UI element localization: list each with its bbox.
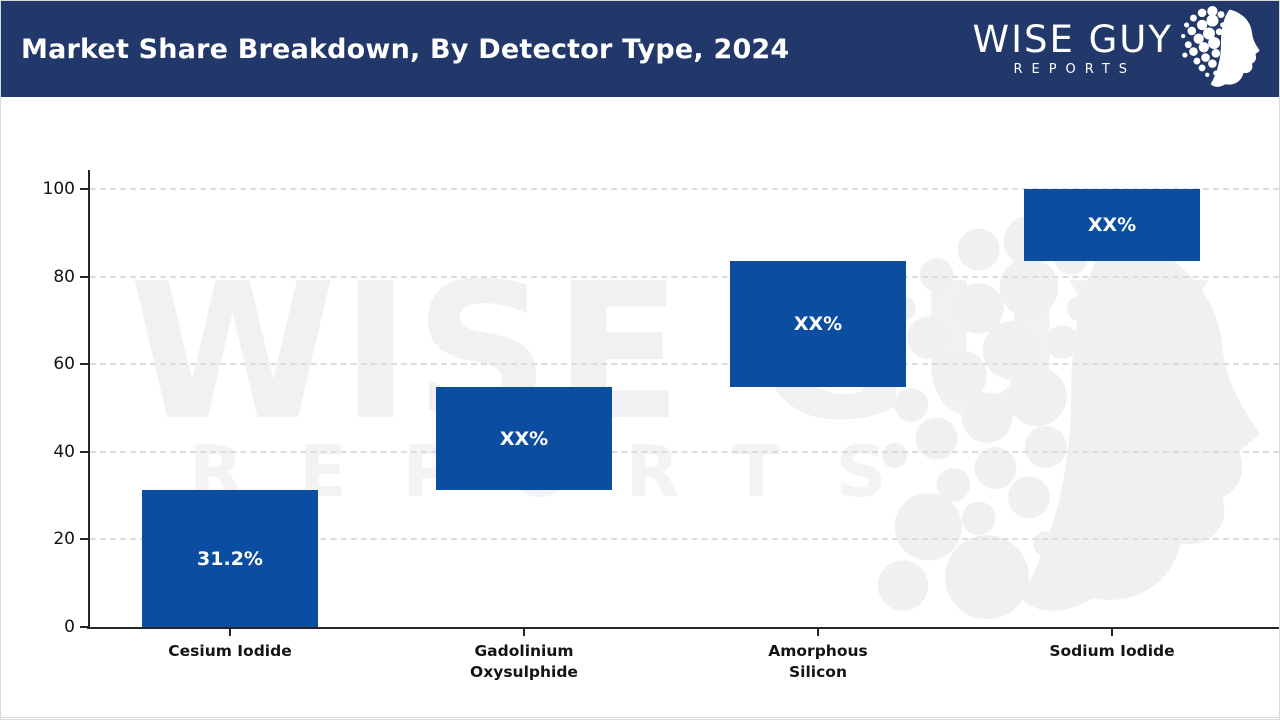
bar-value-label: XX% <box>1087 214 1137 237</box>
y-tick-label: 40 <box>53 441 75 462</box>
x-tick <box>523 629 525 636</box>
logo-wordmark: WISE GUY <box>972 18 1173 61</box>
x-category-label: Amorphous Silicon <box>768 642 868 681</box>
y-tick-label: 80 <box>53 266 75 287</box>
bar-value-label: XX% <box>793 313 843 336</box>
bar-value-label: XX% <box>499 427 549 450</box>
bar-segment: XX% <box>730 261 906 387</box>
x-category-label: Cesium Iodide <box>168 642 292 660</box>
y-tick-label: 100 <box>42 179 75 199</box>
header: Market Share Breakdown, By Detector Type… <box>1 1 1279 97</box>
y-axis-line <box>88 170 90 629</box>
bar-value-label: 31.2% <box>197 547 263 570</box>
gridline <box>90 450 1279 453</box>
watermark-head-icon <box>875 216 1260 620</box>
logo-text: WISE GUY REPORTS <box>973 21 1173 77</box>
gridline <box>90 538 1279 541</box>
y-tick-label: 0 <box>64 617 75 637</box>
x-tick <box>1111 629 1113 636</box>
x-axis-line <box>87 627 1279 629</box>
brand-logo: WISE GUY REPORTS <box>973 6 1267 92</box>
footer-divider <box>1 717 1279 718</box>
y-tick <box>80 450 88 453</box>
y-tick <box>80 275 88 278</box>
bar-segment: XX% <box>1024 189 1200 262</box>
x-tick <box>817 629 819 636</box>
logo-subtext: REPORTS <box>1013 62 1137 77</box>
gridline <box>90 275 1279 278</box>
y-tick <box>80 188 88 190</box>
gridline <box>90 188 1279 190</box>
bar-segment: XX% <box>436 386 612 491</box>
logo-head-icon <box>1181 6 1260 87</box>
x-category-label: Gadolinium Oxysulphide <box>470 642 578 681</box>
x-category-label: Sodium Iodide <box>1049 642 1175 660</box>
y-tick <box>80 626 88 628</box>
gridline <box>90 363 1279 366</box>
y-tick-label: 20 <box>53 529 75 550</box>
y-tick <box>80 363 88 366</box>
bar-segment: 31.2% <box>142 490 318 627</box>
y-tick <box>80 538 88 541</box>
x-tick <box>229 629 231 636</box>
y-tick-label: 60 <box>53 354 75 375</box>
chart-title: Market Share Breakdown, By Detector Type… <box>21 33 790 65</box>
